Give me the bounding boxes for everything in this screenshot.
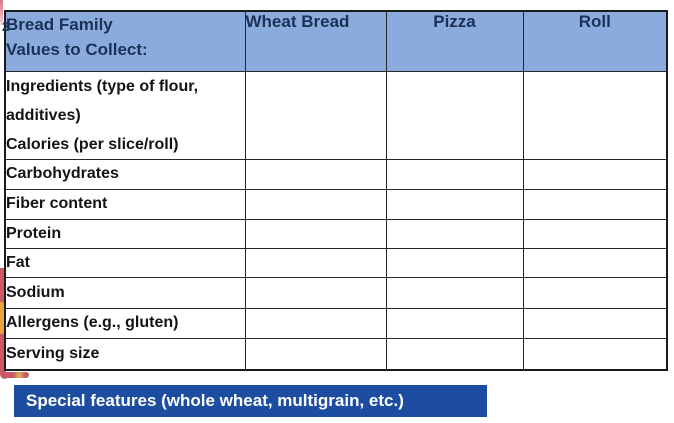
value-cell-empty [522,218,668,249]
value-cell-empty [244,70,387,160]
value-cell-empty [522,247,668,278]
value-cell-empty [244,276,387,309]
row-label-carbohydrates: Carbohydrates [4,158,246,190]
header-cell-pizza: Pizza [385,10,524,72]
value-cell-empty [385,188,524,220]
value-cell-empty [385,218,524,249]
slide-number-marker: 2 [2,19,10,34]
row-label-serving-size: Serving size [4,337,246,371]
table-row: Ingredients (type of flour, additives) C… [4,70,668,160]
value-cell-empty [522,276,668,309]
value-cell-empty [244,158,387,190]
row-label-fat: Fat [4,247,246,278]
value-cell-empty [244,188,387,220]
background-image-fragment-left-yellow [0,302,5,334]
row-label-sodium: Sodium [4,276,246,309]
row-label-line: Ingredients (type of flour, additives) [6,77,199,124]
table-row: Fat [4,247,668,278]
row-label-fiber-content: Fiber content [4,188,246,220]
bread-values-table: Bread Family Values to Collect: Wheat Br… [4,10,668,371]
header-title-line2: Values to Collect: [6,40,148,59]
row-label-allergens: Allergens (e.g., gluten) [4,307,246,339]
table-row: Sodium [4,276,668,309]
value-cell-empty [244,337,387,371]
special-features-banner: Special features (whole wheat, multigrai… [14,385,487,417]
header-cell-wheat-bread: Wheat Bread [244,10,387,72]
value-cell-empty [244,307,387,339]
row-label-protein: Protein [4,218,246,249]
value-cell-empty [522,70,668,160]
value-cell-empty [385,337,524,371]
value-cell-empty [385,276,524,309]
table-row: Allergens (e.g., gluten) [4,307,668,339]
table-header-row: Bread Family Values to Collect: Wheat Br… [4,10,668,72]
value-cell-empty [522,307,668,339]
background-image-fragment-top-left [0,0,3,27]
table-row: Carbohydrates [4,158,668,190]
header-title-line1: Bread Family [6,15,113,34]
row-label-ingredients-calories: Ingredients (type of flour, additives) C… [4,70,246,160]
value-cell-empty [385,70,524,160]
background-image-fragment-bottom [3,372,29,378]
value-cell-empty [522,337,668,371]
value-cell-empty [522,158,668,190]
table-row: Serving size [4,337,668,371]
row-label-line: Calories (per slice/roll) [6,135,179,153]
value-cell-empty [244,247,387,278]
value-cell-empty [385,247,524,278]
table-row: Fiber content [4,188,668,220]
value-cell-empty [385,307,524,339]
value-cell-empty [244,218,387,249]
value-cell-empty [522,188,668,220]
value-cell-empty [385,158,524,190]
header-cell-roll: Roll [522,10,668,72]
table-row: Protein [4,218,668,249]
header-cell-bread-family: Bread Family Values to Collect: [4,10,246,72]
